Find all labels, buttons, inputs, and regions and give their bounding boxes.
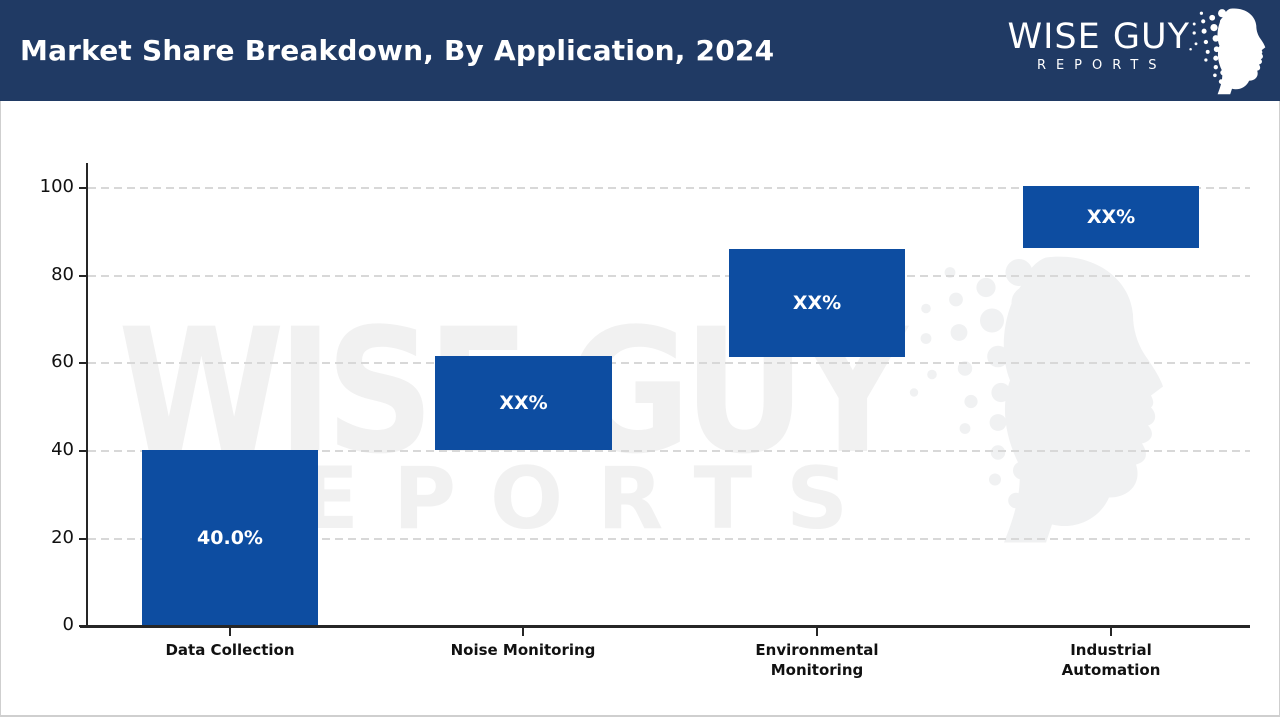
bar-data-collection: 40.0% [142, 450, 318, 626]
bar-value-label: 40.0% [197, 527, 263, 549]
x-axis-line [80, 625, 1250, 628]
bar-industrial-automation: XX% [1023, 186, 1199, 248]
x-tick [816, 628, 818, 636]
watermark-head-icon [909, 256, 1163, 543]
page-title: Market Share Breakdown, By Application, … [20, 34, 775, 67]
logo-wordmark: WISE GUY [1007, 17, 1190, 57]
gridline-20 [88, 538, 1250, 540]
header-bar: Market Share Breakdown, By Application, … [0, 0, 1280, 101]
bar-value-label: XX% [792, 292, 842, 314]
logo-text: WISE GUY REPORTS [1007, 18, 1190, 73]
y-tick-label: 40 [51, 439, 74, 460]
bar-value-label: XX% [499, 392, 548, 414]
y-axis-line [86, 163, 88, 628]
x-category-label: Environmental Monitoring [755, 641, 879, 679]
y-tick-label: 0 [62, 614, 74, 635]
y-tick-label: 20 [51, 527, 74, 548]
x-tick [229, 628, 231, 636]
bar-environmental-monitoring: XX% [729, 249, 905, 357]
y-tick [79, 362, 87, 364]
waterfall-chart: WISE GUY REPORTS 100 80 60 40 20 0 40.0% [0, 101, 1280, 720]
logo-head-icon [1189, 8, 1266, 95]
bottom-border-line [0, 715, 1280, 717]
bar-value-label: XX% [1086, 206, 1136, 228]
gridline-60 [88, 362, 1250, 364]
y-tick-label: 80 [51, 264, 74, 285]
x-category-label: Data Collection [165, 641, 295, 659]
y-tick-label: 60 [51, 351, 74, 372]
y-tick-label: 100 [39, 176, 74, 197]
logo-subtitle: REPORTS [1036, 58, 1167, 73]
gridline-40 [88, 450, 1250, 452]
bar-noise-monitoring: XX% [435, 356, 612, 450]
x-category-label: Noise Monitoring [450, 641, 596, 659]
y-tick [79, 450, 87, 452]
y-tick [79, 187, 87, 189]
x-tick [522, 628, 524, 636]
wise-guy-reports-logo: WISE GUY REPORTS [1005, 0, 1270, 101]
gridline-80 [88, 275, 1250, 277]
y-tick [79, 538, 87, 540]
x-category-label: Industrial Automation [1061, 641, 1161, 679]
gridline-100 [88, 187, 1250, 189]
y-tick [79, 275, 87, 277]
x-tick [1110, 628, 1112, 636]
left-border-line [0, 101, 1, 717]
y-tick [79, 625, 87, 627]
